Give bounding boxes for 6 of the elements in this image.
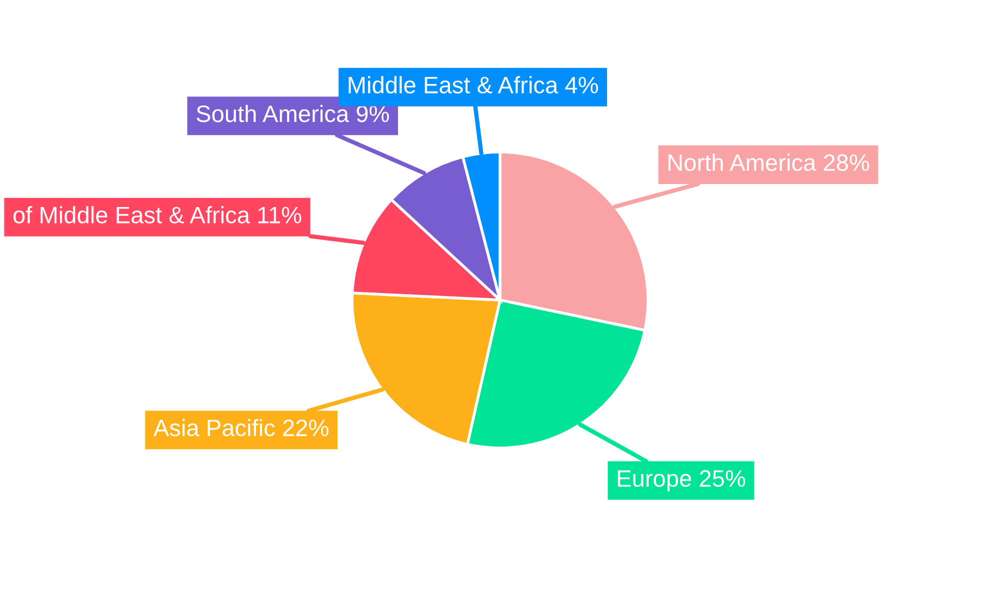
slice-label: Europe 25% [618,470,746,492]
slice-label: Middle East & Africa 4% [348,76,598,94]
slice-label: of Middle East & Africa 11% [13,206,302,224]
slice-label: South America 9% [196,104,389,122]
slice-label: North America 28% [668,154,870,172]
slice-label: Asia Pacific 22% [153,418,328,436]
